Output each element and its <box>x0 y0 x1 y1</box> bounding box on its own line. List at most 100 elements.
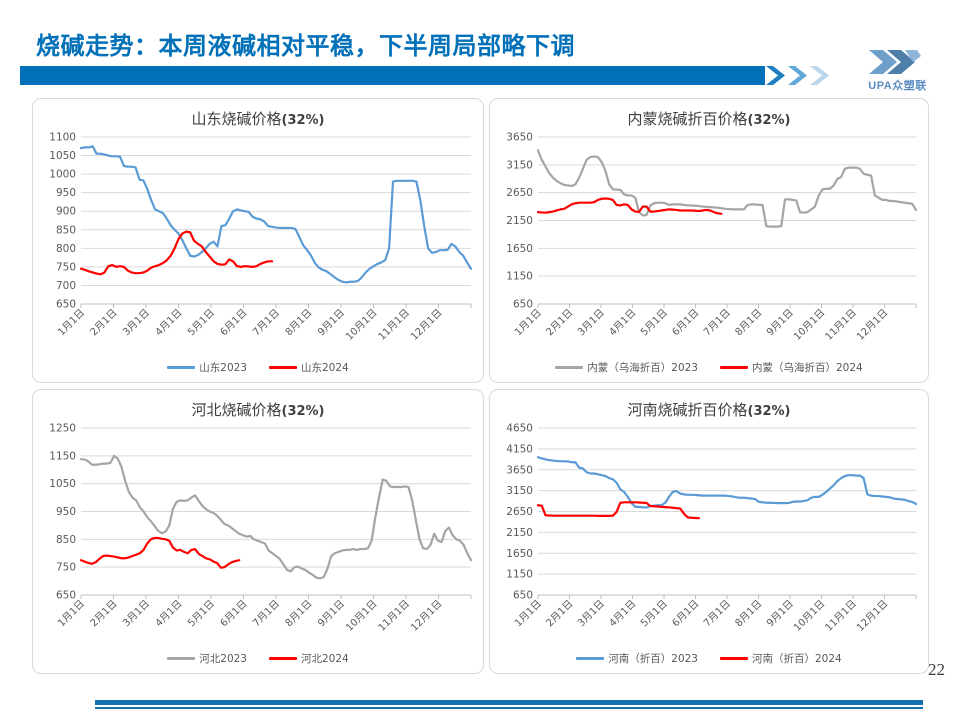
legend-item: 山东2023 <box>167 360 247 375</box>
chart-card-hebei: 河北烧碱价格(32%) 650 750 850 950 1050 1150 1250 1月1日… <box>32 389 484 674</box>
svg-text:6月1日: 6月1日 <box>670 598 702 630</box>
svg-text:4150: 4150 <box>506 443 533 455</box>
legend-label: 河北2023 <box>199 653 247 665</box>
svg-text:4月1日: 4月1日 <box>607 307 639 339</box>
svg-text:7月1日: 7月1日 <box>250 307 282 339</box>
svg-text:4月1日: 4月1日 <box>153 307 185 339</box>
legend-hebei: 河北2023 河北2024 <box>33 651 483 666</box>
svg-text:9月1日: 9月1日 <box>764 598 796 630</box>
svg-text:800: 800 <box>56 243 76 255</box>
svg-text:10月1日: 10月1日 <box>343 307 379 343</box>
chart-card-henan: 河南烧碱折百价格(32%) 650 1150 1650 2150 2650 3150 365… <box>489 389 929 674</box>
svg-text:3650: 3650 <box>506 132 533 144</box>
svg-text:1月1日: 1月1日 <box>512 598 544 630</box>
svg-text:750: 750 <box>56 261 76 273</box>
legend-item: 内蒙（乌海折百）2023 <box>555 360 698 375</box>
svg-text:5月1日: 5月1日 <box>185 598 217 630</box>
svg-text:12月1日: 12月1日 <box>854 598 890 634</box>
chart-title-pct: (32%) <box>747 113 791 128</box>
legend-neimeng: 内蒙（乌海折百）2023 内蒙（乌海折百）2024 <box>490 360 928 375</box>
svg-text:2月1日: 2月1日 <box>544 598 576 630</box>
svg-text:750: 750 <box>56 562 76 574</box>
chart-card-neimeng: 内蒙烧碱折百价格(32%) 650 1150 1650 2150 2650 3150 365… <box>489 98 929 383</box>
svg-text:12月1日: 12月1日 <box>408 307 444 343</box>
svg-text:1000: 1000 <box>49 169 76 181</box>
footer-bar-thick <box>95 700 923 705</box>
svg-text:6月1日: 6月1日 <box>218 598 250 630</box>
svg-text:11月1日: 11月1日 <box>823 307 859 343</box>
chart-title-shandong: 山东烧碱价格(32%) <box>33 108 483 129</box>
svg-text:5月1日: 5月1日 <box>638 307 670 339</box>
chart-title-text: 河南烧碱折百价格 <box>627 401 748 419</box>
svg-text:10月1日: 10月1日 <box>791 598 827 634</box>
legend-swatch-icon <box>167 366 196 369</box>
chevron-icon-3 <box>810 66 830 85</box>
svg-text:1100: 1100 <box>49 132 76 144</box>
svg-text:11月1日: 11月1日 <box>823 598 859 634</box>
chart-title-pct: (32%) <box>281 113 325 128</box>
svg-text:8月1日: 8月1日 <box>733 598 765 630</box>
header-accent-bar <box>20 66 765 85</box>
svg-text:10月1日: 10月1日 <box>791 307 827 343</box>
svg-text:1050: 1050 <box>49 150 76 162</box>
svg-text:5月1日: 5月1日 <box>185 307 217 339</box>
svg-text:8月1日: 8月1日 <box>283 598 315 630</box>
chart-title-neimeng: 内蒙烧碱折百价格(32%) <box>490 108 928 129</box>
svg-text:2150: 2150 <box>506 527 533 539</box>
svg-text:4月1日: 4月1日 <box>607 598 639 630</box>
svg-text:12月1日: 12月1日 <box>854 307 890 343</box>
chart-title-henan: 河南烧碱折百价格(32%) <box>490 399 928 420</box>
svg-text:850: 850 <box>56 224 76 236</box>
svg-text:1月1日: 1月1日 <box>512 307 544 339</box>
legend-swatch-icon <box>720 366 748 369</box>
svg-text:11月1日: 11月1日 <box>376 598 412 634</box>
svg-text:3150: 3150 <box>506 159 533 171</box>
page-number: 22 <box>928 660 945 679</box>
svg-text:11月1日: 11月1日 <box>376 307 412 343</box>
legend-swatch-icon <box>269 657 297 660</box>
legend-swatch-icon <box>167 657 196 660</box>
legend-label: 河北2024 <box>301 653 349 665</box>
svg-text:650: 650 <box>513 299 533 311</box>
svg-text:8月1日: 8月1日 <box>283 307 315 339</box>
svg-text:3月1日: 3月1日 <box>120 598 152 630</box>
legend-henan: 河南（折百）2023 河南（折百）2024 <box>490 651 928 666</box>
svg-text:6月1日: 6月1日 <box>670 307 702 339</box>
chart-title-hebei: 河北烧碱价格(32%) <box>33 399 483 420</box>
legend-item: 河南（折百）2023 <box>576 651 698 666</box>
plot-area-hebei: 650 750 850 950 1050 1150 1250 1月1日 2月1日 3月1日 4月1日… <box>33 420 483 673</box>
svg-text:1250: 1250 <box>49 423 76 435</box>
svg-text:950: 950 <box>56 506 76 518</box>
legend-item: 内蒙（乌海折百）2024 <box>720 360 863 375</box>
legend-swatch-icon <box>555 366 584 369</box>
svg-text:4650: 4650 <box>506 423 533 435</box>
chart-title-pct: (32%) <box>281 404 325 419</box>
legend-item: 山东2024 <box>269 360 349 375</box>
svg-text:2650: 2650 <box>506 506 533 518</box>
legend-label: 内蒙（乌海折百）2024 <box>752 362 863 374</box>
svg-text:1050: 1050 <box>49 478 76 490</box>
svg-text:5月1日: 5月1日 <box>638 598 670 630</box>
svg-text:1650: 1650 <box>506 548 533 560</box>
chart-title-text: 河北烧碱价格 <box>191 401 282 419</box>
svg-text:650: 650 <box>513 590 533 602</box>
plot-area-neimeng: 650 1150 1650 2150 2650 3150 3650 1月1日 2月1日 3月1日 4… <box>490 129 928 382</box>
legend-label: 河南（折百）2024 <box>752 653 842 665</box>
svg-text:850: 850 <box>56 534 76 546</box>
legend-swatch-icon <box>720 657 748 660</box>
svg-text:650: 650 <box>56 590 76 602</box>
svg-text:7月1日: 7月1日 <box>701 598 733 630</box>
svg-text:3月1日: 3月1日 <box>575 598 607 630</box>
svg-text:2月1日: 2月1日 <box>88 598 120 630</box>
legend-item: 河北2024 <box>269 651 349 666</box>
plot-area-shandong: 650 700 750 800 850 900 950 1000 1050 1100 1月1日 2月1… <box>33 129 483 382</box>
chart-title-pct: (32%) <box>747 404 791 419</box>
svg-text:900: 900 <box>56 206 76 218</box>
svg-text:4月1日: 4月1日 <box>153 598 185 630</box>
svg-text:3150: 3150 <box>506 485 533 497</box>
svg-text:1150: 1150 <box>506 271 533 283</box>
chevron-icon-2 <box>788 66 808 85</box>
legend-label: 内蒙（乌海折百）2023 <box>587 362 698 374</box>
page-title: 烧碱走势：本周液碱相对平稳，下半周局部略下调 <box>36 33 575 60</box>
